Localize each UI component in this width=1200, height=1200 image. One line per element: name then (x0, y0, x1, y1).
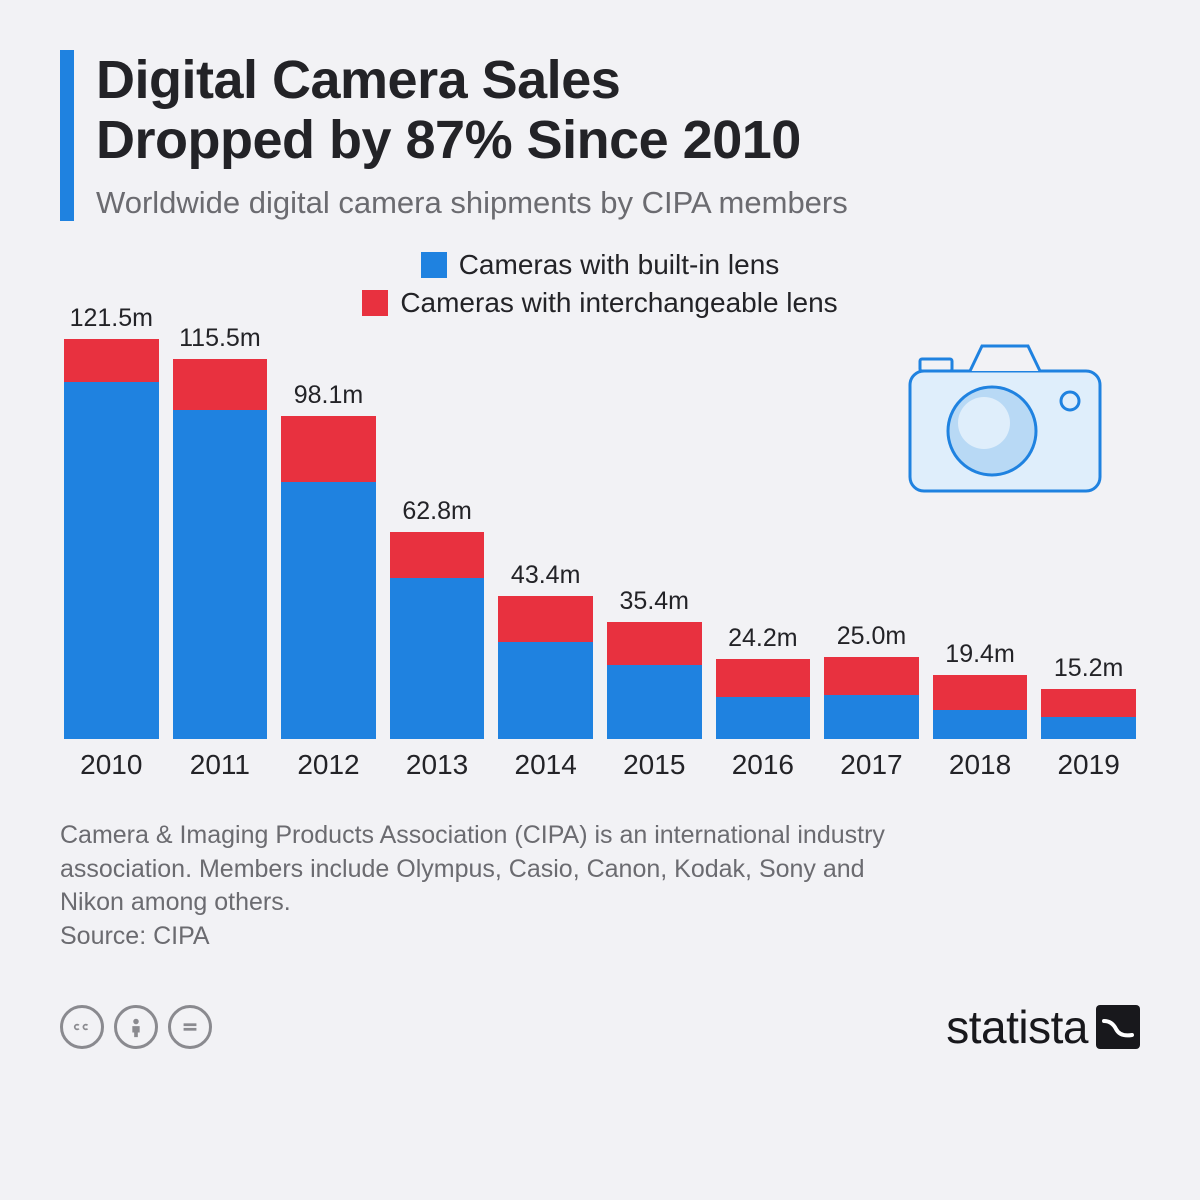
footer: statista (60, 1000, 1140, 1054)
statista-brand: statista (946, 1000, 1140, 1054)
legend-swatch-builtin (421, 252, 447, 278)
bar-stack (390, 532, 485, 739)
chart-area: 121.5m2010115.5m201198.1m201262.8m201343… (60, 341, 1140, 781)
title-line-2: Dropped by 87% Since 2010 (96, 110, 801, 170)
bar-2018: 19.4m 2018 (933, 640, 1028, 781)
bar-category-label: 2011 (190, 749, 250, 781)
bar-segment-builtin (716, 697, 811, 738)
bar-segment-interchangeable (607, 622, 702, 665)
bar-value-label: 24.2m (728, 624, 797, 653)
source-line: Source: CIPA (60, 922, 210, 950)
legend: Cameras with built-in lens Cameras with … (60, 249, 1140, 321)
bar-stack (933, 675, 1028, 739)
bar-value-label: 43.4m (511, 561, 580, 590)
bar-segment-interchangeable (64, 339, 159, 382)
nd-icon (168, 1005, 212, 1049)
bar-stack (716, 659, 811, 739)
legend-label-builtin: Cameras with built-in lens (459, 249, 780, 281)
cc-license-icons (60, 1005, 212, 1049)
bar-2016: 24.2m 2016 (716, 624, 811, 781)
bar-segment-interchangeable (390, 532, 485, 577)
bar-segment-builtin (281, 482, 376, 739)
bar-stack (1041, 689, 1136, 739)
bar-segment-builtin (390, 578, 485, 739)
legend-swatch-interchangeable (362, 290, 388, 316)
bar-segment-interchangeable (173, 359, 268, 410)
bar-value-label: 19.4m (945, 640, 1014, 669)
bar-stack (607, 622, 702, 739)
bar-2012: 98.1m 2012 (281, 381, 376, 781)
bar-2015: 35.4m 2015 (607, 587, 702, 781)
bar-stack (281, 416, 376, 739)
bar-2017: 25.0m 2017 (824, 622, 919, 781)
brand-text: statista (946, 1000, 1088, 1054)
bar-category-label: 2014 (515, 749, 577, 781)
bar-category-label: 2019 (1057, 749, 1119, 781)
note-line-2: association. Members include Olympus, Ca… (60, 855, 865, 883)
bar-category-label: 2017 (840, 749, 902, 781)
legend-item-interchangeable: Cameras with interchangeable lens (362, 287, 837, 319)
bar-segment-interchangeable (498, 596, 593, 642)
bar-segment-interchangeable (716, 659, 811, 697)
statista-logo-icon (1096, 1005, 1140, 1049)
bar-segment-builtin (824, 695, 919, 739)
accent-bar (60, 50, 74, 221)
bar-stack (173, 359, 268, 739)
chart-subtitle: Worldwide digital camera shipments by CI… (96, 185, 848, 221)
title-line-1: Digital Camera Sales (96, 50, 620, 110)
header: Digital Camera Sales Dropped by 87% Sinc… (60, 50, 1140, 221)
bar-segment-builtin (64, 382, 159, 739)
bar-segment-builtin (173, 410, 268, 739)
bar-segment-interchangeable (933, 675, 1028, 710)
bar-segment-builtin (933, 710, 1028, 739)
bar-category-label: 2013 (406, 749, 468, 781)
bar-value-label: 121.5m (70, 304, 153, 333)
bar-stack (824, 657, 919, 739)
note-line-1: Camera & Imaging Products Association (C… (60, 821, 885, 849)
bar-category-label: 2018 (949, 749, 1011, 781)
bar-2014: 43.4m 2014 (498, 561, 593, 781)
bar-segment-interchangeable (281, 416, 376, 482)
bar-2010: 121.5m 2010 (64, 304, 159, 781)
bar-2013: 62.8m 2013 (390, 497, 485, 781)
chart-title: Digital Camera Sales Dropped by 87% Sinc… (96, 50, 848, 171)
bar-stack (498, 596, 593, 739)
bar-value-label: 115.5m (179, 324, 261, 353)
bar-category-label: 2016 (732, 749, 794, 781)
legend-label-interchangeable: Cameras with interchangeable lens (400, 287, 837, 319)
bar-segment-builtin (498, 642, 593, 739)
bar-segment-builtin (1041, 717, 1136, 739)
by-icon (114, 1005, 158, 1049)
cc-icon (60, 1005, 104, 1049)
bar-segment-interchangeable (824, 657, 919, 695)
footnote: Camera & Imaging Products Association (C… (60, 819, 1140, 954)
bar-value-label: 25.0m (837, 622, 906, 651)
bar-stack (64, 339, 159, 739)
bar-2019: 15.2m 2019 (1041, 654, 1136, 781)
bar-value-label: 62.8m (402, 497, 471, 526)
camera-icon (900, 331, 1110, 506)
bar-segment-builtin (607, 665, 702, 739)
legend-item-builtin: Cameras with built-in lens (421, 249, 780, 281)
bar-category-label: 2010 (80, 749, 142, 781)
note-line-3: Nikon among others. (60, 888, 291, 916)
bar-value-label: 15.2m (1054, 654, 1123, 683)
bar-value-label: 98.1m (294, 381, 363, 410)
bar-segment-interchangeable (1041, 689, 1136, 717)
bar-category-label: 2015 (623, 749, 685, 781)
bar-2011: 115.5m 2011 (173, 324, 268, 781)
bar-category-label: 2012 (297, 749, 359, 781)
bar-value-label: 35.4m (620, 587, 689, 616)
